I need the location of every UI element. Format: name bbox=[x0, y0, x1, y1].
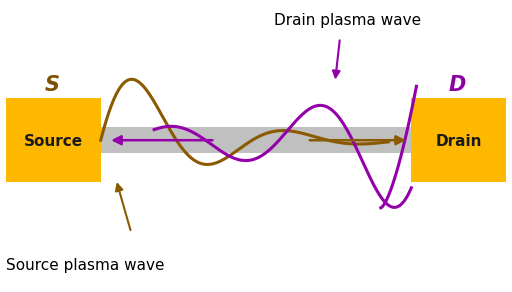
Bar bbox=[7, 98, 101, 182]
Text: Source: Source bbox=[24, 134, 83, 149]
Bar bbox=[101, 127, 411, 153]
Bar bbox=[411, 98, 505, 182]
Text: D: D bbox=[449, 75, 466, 95]
Text: S: S bbox=[45, 75, 60, 95]
Text: Drain plasma wave: Drain plasma wave bbox=[274, 13, 421, 28]
Text: Drain: Drain bbox=[435, 134, 482, 149]
Text: Source plasma wave: Source plasma wave bbox=[7, 258, 165, 273]
